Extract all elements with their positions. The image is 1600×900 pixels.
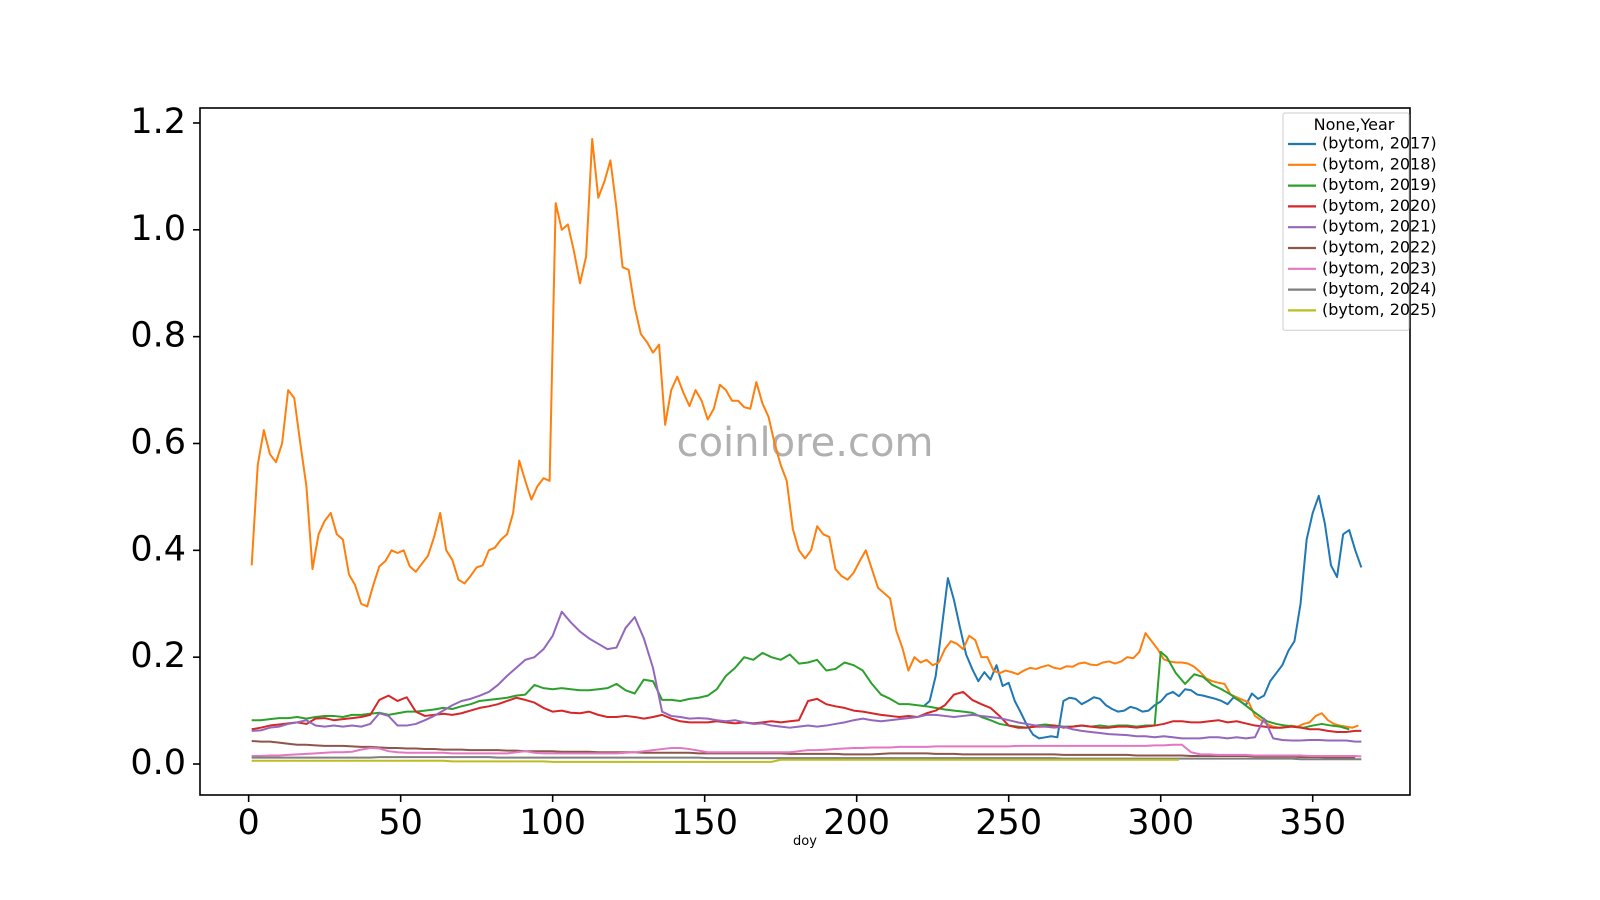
series-line-2025 — [251, 758, 1179, 763]
plot-frame — [199, 107, 1411, 796]
series-line-2017 — [922, 494, 1363, 740]
y-tick-label: 0.8 — [130, 316, 186, 356]
legend-label-2018[interactable]: (bytom, 2018) — [1322, 154, 1437, 173]
series-line-2024 — [251, 756, 1362, 761]
x-tick-label: 100 — [519, 803, 586, 843]
y-tick-label: 1.2 — [130, 102, 186, 142]
x-tick-label: 350 — [1279, 803, 1346, 843]
legend-label-2022[interactable]: (bytom, 2022) — [1322, 238, 1437, 257]
legend-label-2023[interactable]: (bytom, 2023) — [1322, 258, 1437, 277]
legend-box — [1282, 112, 1410, 331]
x-tick-label: 250 — [975, 803, 1042, 843]
legend-label-2024[interactable]: (bytom, 2024) — [1322, 279, 1437, 298]
legend-label-2021[interactable]: (bytom, 2021) — [1322, 217, 1437, 236]
x-tick-label: 300 — [1127, 803, 1194, 843]
series-layer — [250, 137, 1363, 763]
y-tick-label: 0.2 — [130, 636, 186, 676]
x-axis-title: doy — [793, 834, 817, 849]
series-line-2023 — [251, 743, 1362, 758]
x-tick-label: 0 — [238, 803, 260, 843]
legend-layer: None,Year(bytom, 2017)(bytom, 2018) (byto… — [1282, 112, 1437, 331]
x-tick-label: 50 — [378, 803, 423, 843]
series-line-2018 — [250, 137, 1359, 729]
watermark-label: coinlore.com — [677, 420, 934, 466]
legend-label-2019[interactable]: (bytom, 2019) — [1322, 175, 1437, 194]
axes-layer: 0.0 0.2 0.4 0.6 0.8 1.0 1.2 0 50 100 150 200 250 300 3… — [130, 102, 1411, 843]
series-line-2021 — [251, 610, 1362, 743]
series-line-2019 — [251, 650, 1350, 731]
y-tick-label: 0.6 — [130, 422, 186, 462]
x-tick-label: 200 — [823, 803, 890, 843]
legend-title: None,Year — [1314, 115, 1395, 134]
legend-label-2025[interactable]: (bytom, 2025) — [1322, 300, 1437, 319]
x-tick-label: 150 — [671, 803, 738, 843]
y-tick-label: 0.4 — [130, 529, 186, 569]
legend-label-2020[interactable]: (bytom, 2020) — [1322, 196, 1437, 215]
y-tick-label: 1.0 — [130, 209, 186, 249]
y-tick-label: 0.0 — [130, 743, 186, 783]
legend-label-2017[interactable]: (bytom, 2017) — [1322, 134, 1437, 153]
series-line-2022 — [251, 740, 1356, 760]
